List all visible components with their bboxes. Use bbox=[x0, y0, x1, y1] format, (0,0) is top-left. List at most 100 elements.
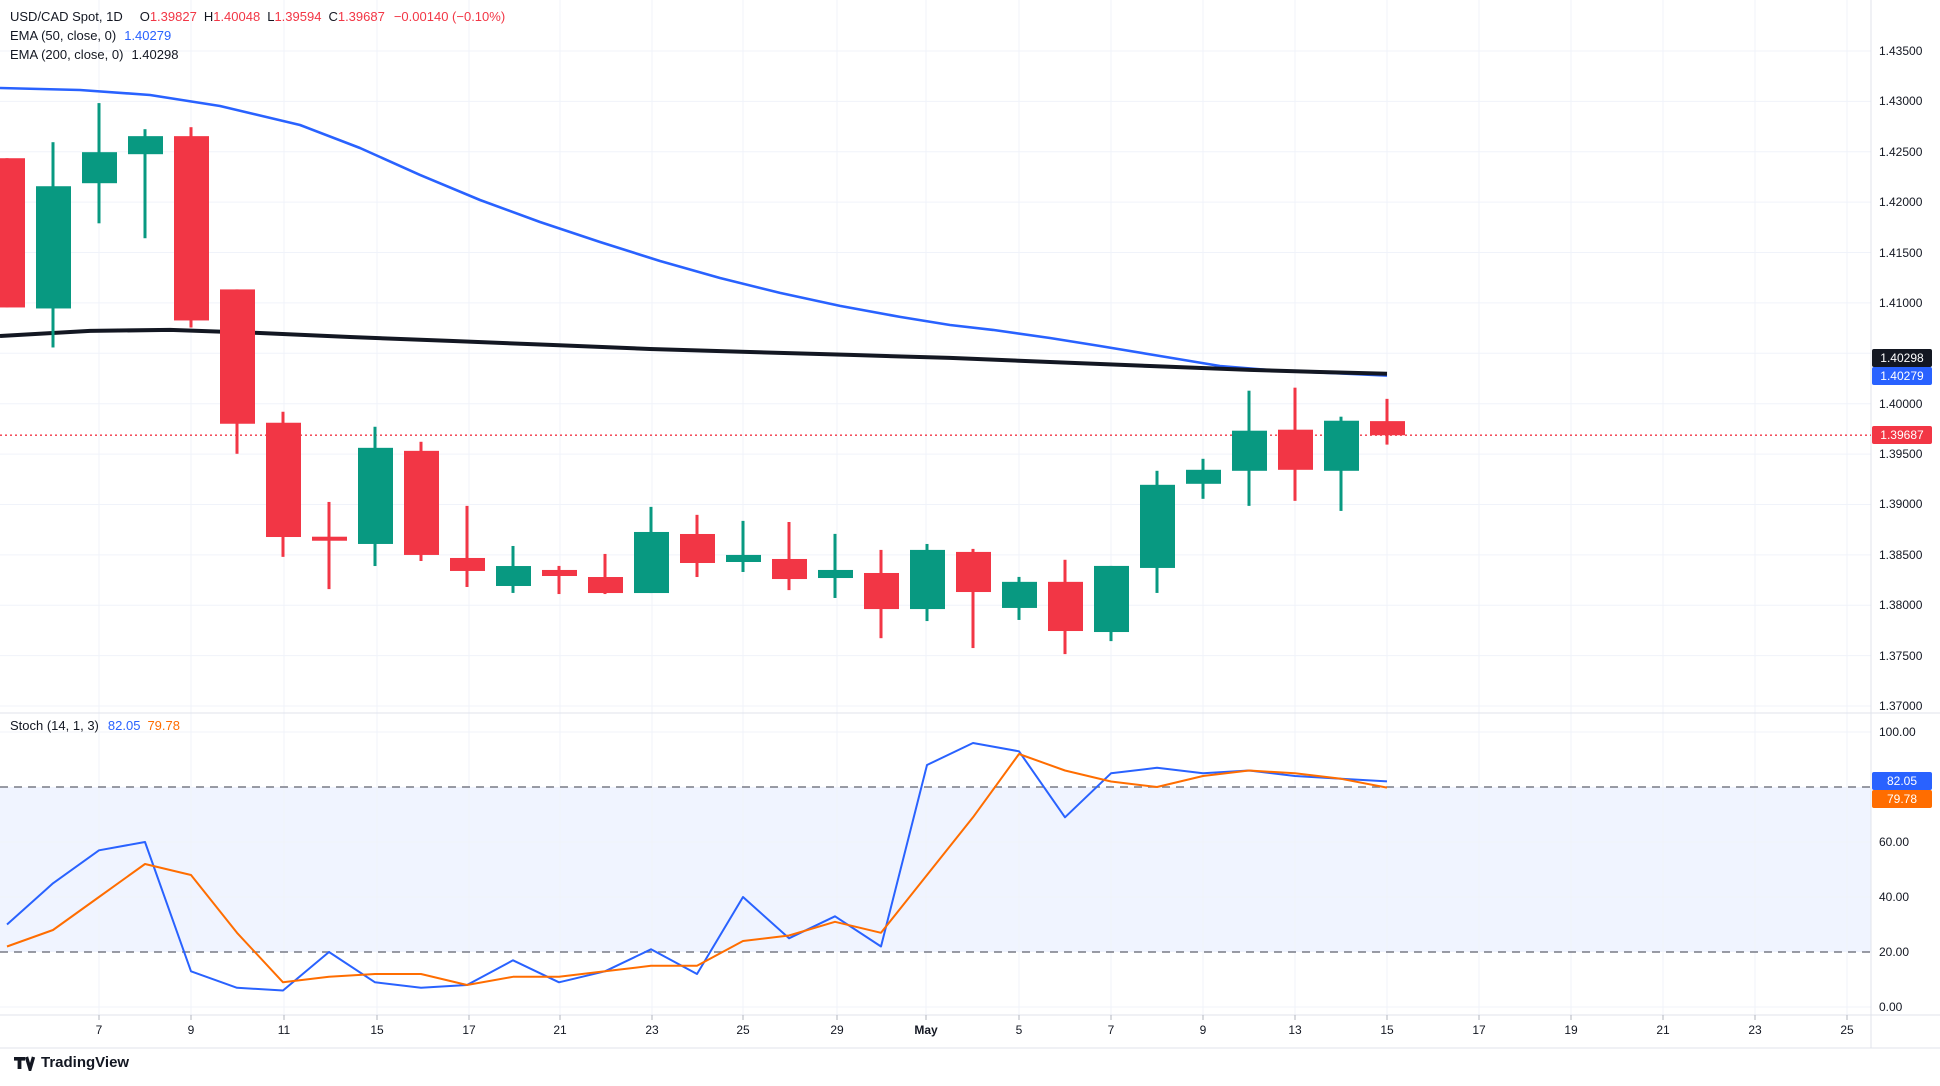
candle-body bbox=[1370, 421, 1405, 436]
candle-body bbox=[634, 531, 669, 594]
ema200-line bbox=[0, 327, 1388, 376]
candle-body bbox=[404, 450, 439, 555]
stoch-band bbox=[0, 787, 1871, 952]
symbol-title: USD/CAD Spot, 1D bbox=[10, 9, 123, 24]
time-axis-label: 21 bbox=[553, 1023, 567, 1037]
price-axis-label: 1.41500 bbox=[1879, 245, 1923, 260]
price-axis-label: 1.37500 bbox=[1879, 648, 1923, 663]
tradingview-logo-text: TradingView bbox=[41, 1054, 130, 1071]
high-label: H bbox=[203, 9, 214, 24]
candle-body bbox=[956, 551, 991, 593]
stoch-k-badge: 82.05 bbox=[1872, 772, 1932, 790]
time-axis-label: 11 bbox=[277, 1023, 291, 1037]
candle-body bbox=[450, 557, 485, 571]
stoch-k-line bbox=[6, 742, 1388, 992]
candle-body bbox=[358, 447, 393, 544]
ema200-value: 1.40298 bbox=[131, 47, 179, 62]
candle-body bbox=[1048, 581, 1083, 632]
price-axis-label: 1.41000 bbox=[1879, 295, 1923, 310]
price-axis-label: 1.42500 bbox=[1879, 144, 1923, 159]
ema200-legend-row[interactable]: EMA (200, close, 0) 1.40298 bbox=[10, 46, 505, 64]
stoch-label: Stoch (14, 1, 3) bbox=[10, 718, 99, 733]
open-value: 1.39827 bbox=[149, 9, 197, 24]
ema50-label: EMA (50, close, 0) bbox=[10, 28, 117, 43]
ema50-legend-row[interactable]: EMA (50, close, 0) 1.40279 bbox=[10, 27, 505, 45]
candle-body bbox=[220, 289, 255, 424]
candle-body bbox=[680, 533, 715, 564]
candle-body bbox=[726, 554, 761, 563]
candle-body bbox=[910, 549, 945, 610]
candle-body bbox=[1140, 484, 1175, 568]
ema50-value: 1.40279 bbox=[124, 28, 172, 43]
tradingview-logo[interactable]: TradingView bbox=[14, 1054, 129, 1071]
candle-body bbox=[1278, 429, 1313, 470]
ema50-line bbox=[0, 86, 1388, 377]
candle-body bbox=[1232, 430, 1267, 471]
candle-body bbox=[0, 158, 25, 308]
stoch-axis-label: 60.00 bbox=[1879, 835, 1910, 849]
stoch-d-badge: 79.78 bbox=[1872, 790, 1932, 808]
low-label: L bbox=[267, 9, 275, 24]
time-axis-label: 5 bbox=[1015, 1023, 1023, 1037]
candle-body bbox=[312, 536, 347, 541]
time-axis-label: 9 bbox=[1199, 1023, 1207, 1037]
candle-wick bbox=[741, 520, 745, 572]
candle-body bbox=[82, 152, 117, 184]
tradingview-logo-icon bbox=[14, 1056, 36, 1071]
candle-body bbox=[496, 566, 531, 586]
candle-wick bbox=[557, 565, 561, 595]
candle-wick bbox=[143, 129, 147, 239]
time-axis-label: May bbox=[914, 1023, 938, 1037]
time-axis-label: 23 bbox=[1748, 1023, 1762, 1037]
candle-wick bbox=[603, 553, 607, 595]
candle-body bbox=[1324, 420, 1359, 471]
time-axis-label: 23 bbox=[645, 1023, 659, 1037]
price-axis-label: 1.43500 bbox=[1879, 44, 1923, 58]
stoch-axis-label: 0.00 bbox=[1879, 1000, 1903, 1014]
candle-wick bbox=[971, 548, 975, 649]
candle-wick bbox=[327, 501, 331, 590]
time-axis[interactable]: 7 9 11 15 17 21 23 25 29 May 5 7 9 13 15 17 19 21 23 25 bbox=[0, 1015, 1871, 1048]
stoch-axis-label: 20.00 bbox=[1879, 945, 1910, 959]
low-value: 1.39594 bbox=[274, 9, 322, 24]
ema200-badge: 1.40298 bbox=[1872, 349, 1932, 367]
candle-body bbox=[1094, 565, 1129, 633]
price-axis-label: 1.37000 bbox=[1879, 699, 1923, 713]
high-value: 1.40048 bbox=[213, 9, 261, 24]
close-label: C bbox=[328, 9, 338, 24]
open-label: O bbox=[139, 9, 150, 24]
time-axis-label: 9 bbox=[187, 1023, 195, 1037]
time-axis-label: 17 bbox=[462, 1023, 476, 1037]
price-axis-label: 1.38000 bbox=[1879, 598, 1923, 613]
candle-body bbox=[1186, 469, 1221, 484]
stoch-axis-label: 40.00 bbox=[1879, 890, 1910, 904]
price-axis-label: 1.39500 bbox=[1879, 447, 1923, 462]
time-axis-label: 21 bbox=[1656, 1023, 1670, 1037]
close-value: 1.39687 bbox=[337, 9, 385, 24]
time-axis-label: 7 bbox=[1107, 1023, 1115, 1037]
symbol-row[interactable]: USD/CAD Spot, 1D O1.39827 H1.40048 L1.39594… bbox=[10, 8, 505, 26]
ema200-label: EMA (200, close, 0) bbox=[10, 47, 124, 62]
stoch-legend-row[interactable]: Stoch (14, 1, 3) 82.05 79.78 bbox=[10, 718, 180, 733]
candle-body bbox=[36, 186, 71, 309]
candle-wick bbox=[465, 505, 469, 587]
candle-wick bbox=[833, 533, 837, 598]
time-axis-label: 19 bbox=[1564, 1023, 1578, 1037]
candle-body bbox=[542, 569, 577, 577]
price-axis-label: 1.39000 bbox=[1879, 497, 1923, 512]
time-axis-label: 15 bbox=[1380, 1023, 1394, 1037]
symbol-legend[interactable]: USD/CAD Spot, 1D O1.39827 H1.40048 L1.39594… bbox=[10, 8, 505, 65]
stoch-d-line bbox=[6, 753, 1388, 986]
candle-body bbox=[864, 572, 899, 610]
price-axis-label: 1.40000 bbox=[1879, 396, 1923, 411]
price-axis[interactable]: 1.43500 1.43000 1.42500 1.42000 1.41500 1.410… bbox=[1871, 0, 1940, 1048]
price-axis-label: 1.38500 bbox=[1879, 547, 1923, 562]
price-axis-label: 1.42000 bbox=[1879, 195, 1923, 210]
candle-body bbox=[772, 558, 807, 580]
stoch-k-value: 82.05 bbox=[107, 718, 141, 733]
candle-body bbox=[818, 569, 853, 579]
candle-body bbox=[266, 422, 301, 538]
last-price-badge: 1.39687 bbox=[1872, 426, 1932, 444]
